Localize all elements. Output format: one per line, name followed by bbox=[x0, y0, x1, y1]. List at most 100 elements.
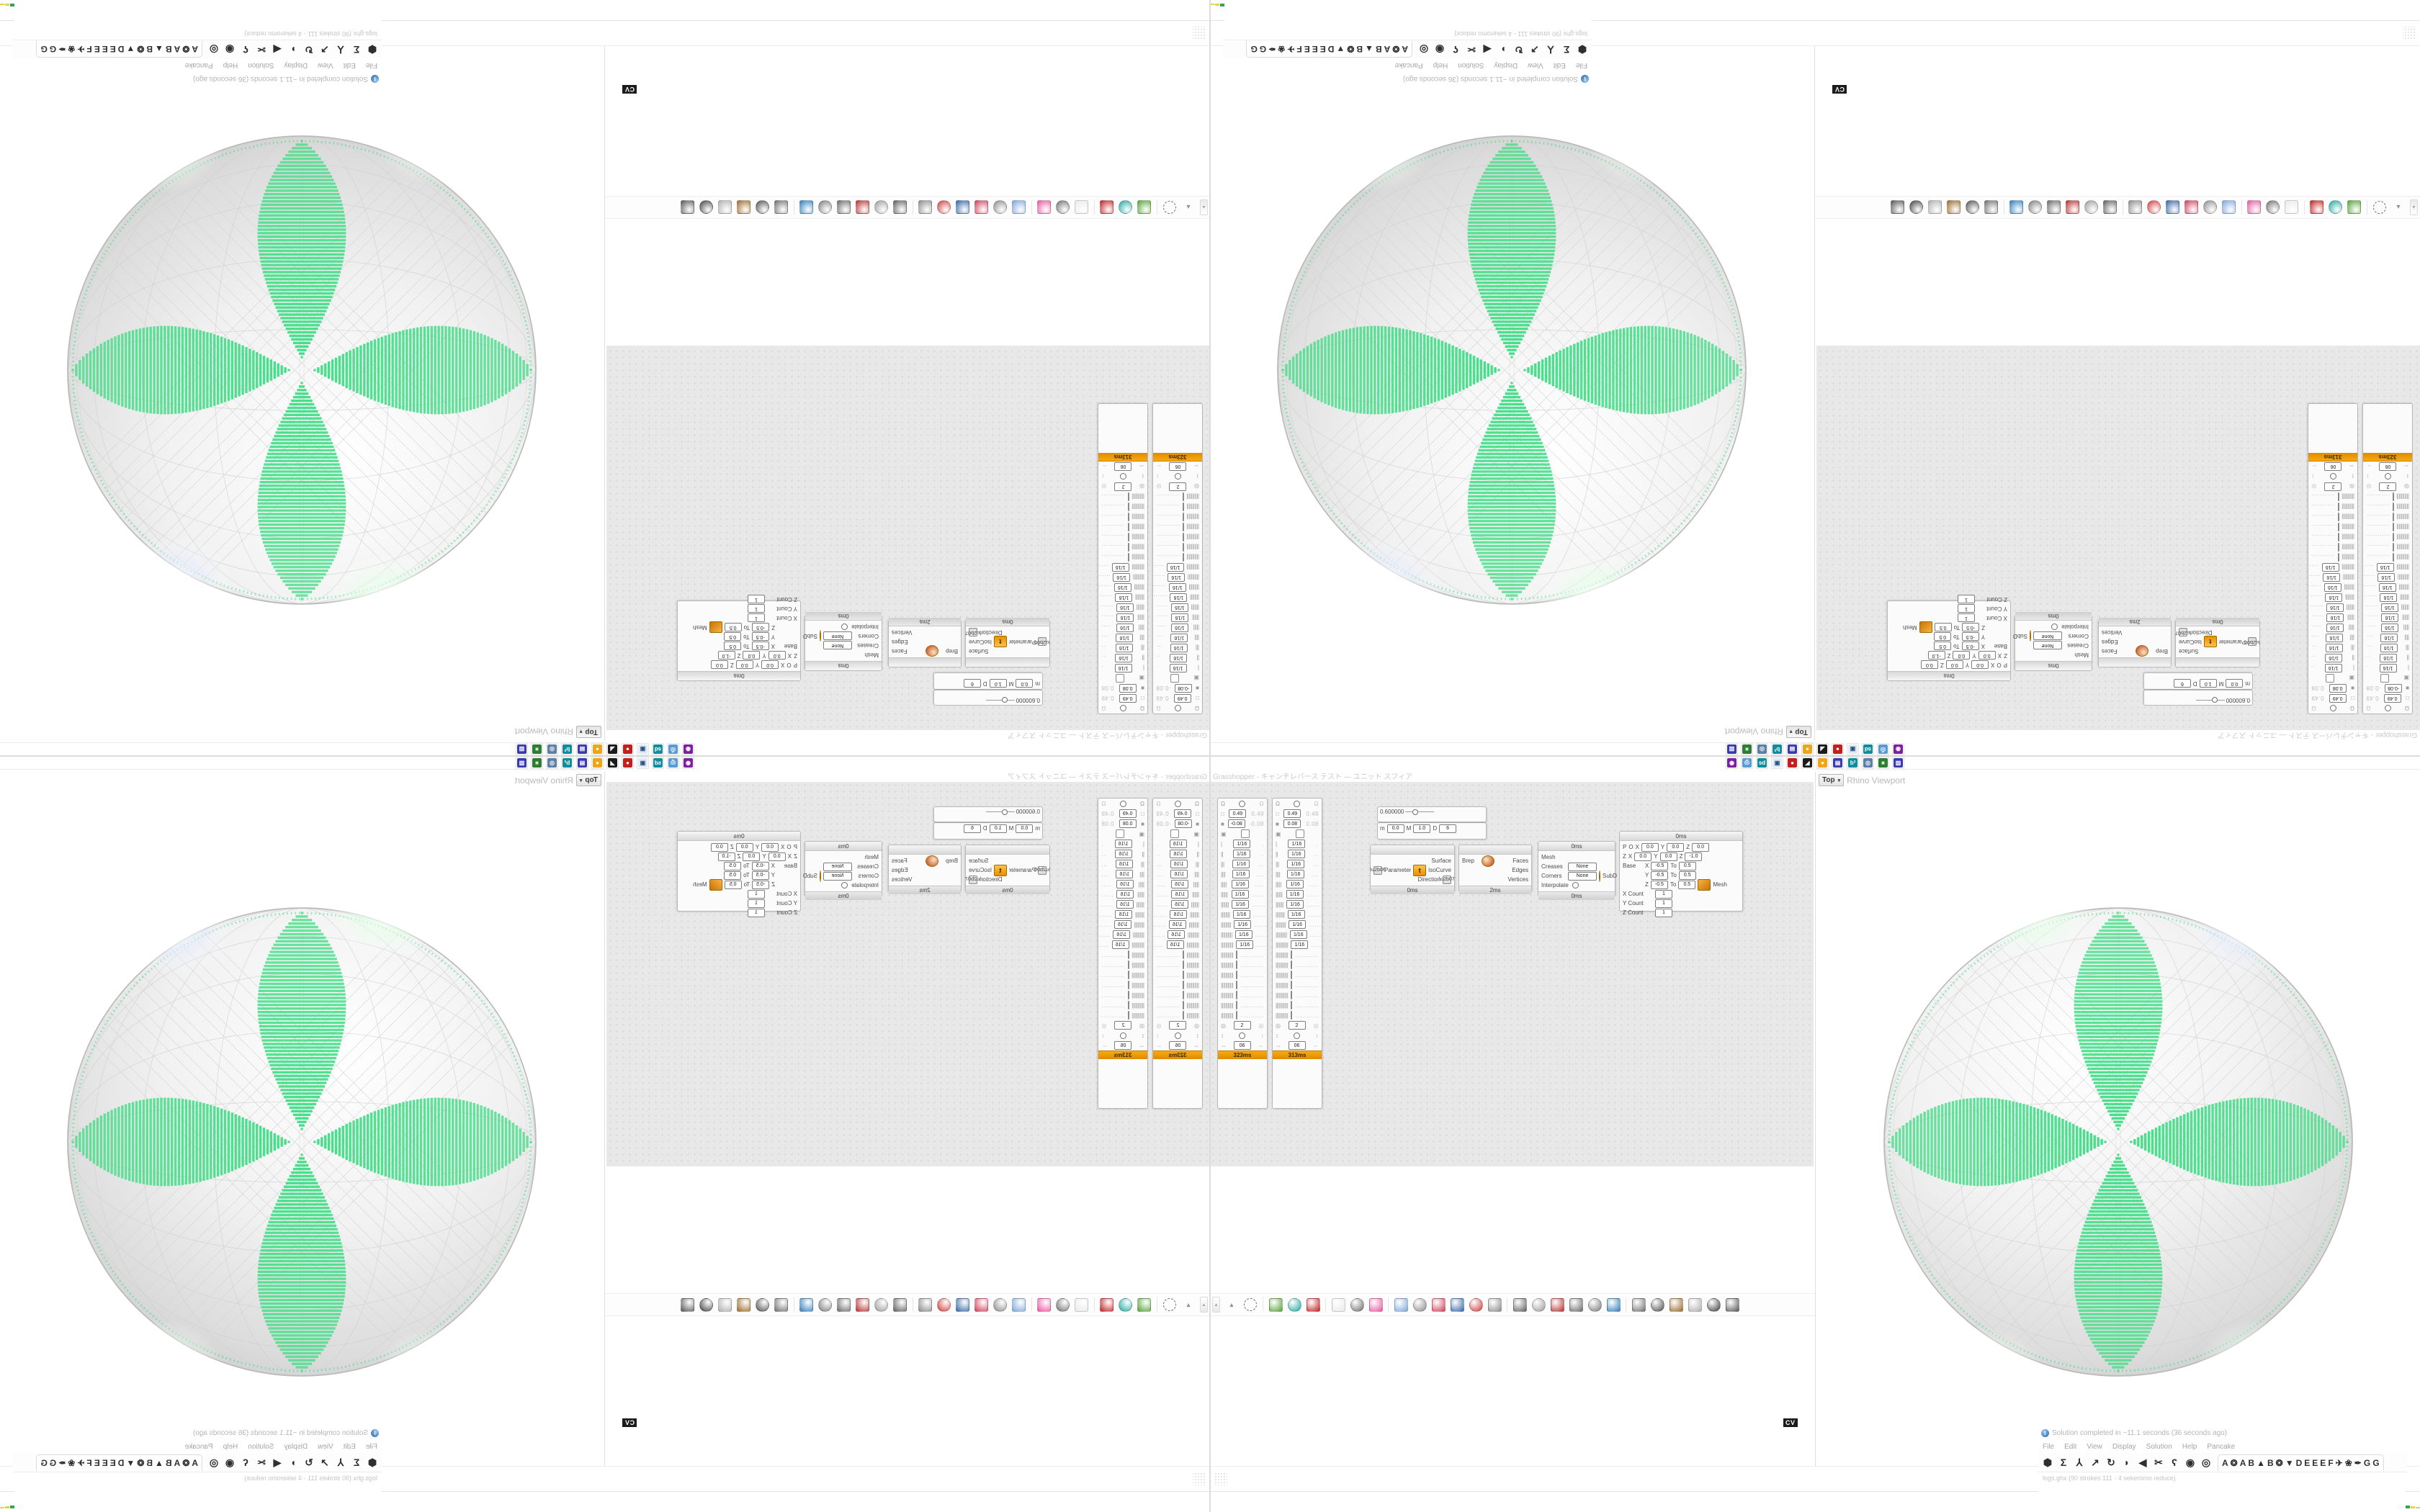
curve-spiral-icon[interactable]: ↻ bbox=[2107, 1456, 2115, 1468]
toolbar-drag-handle[interactable]: ▴ bbox=[1200, 199, 1208, 215]
panel-row-widget[interactable] bbox=[1120, 473, 1126, 480]
component-tab-icon-0[interactable]: A bbox=[2222, 1457, 2228, 1468]
slider-track[interactable] bbox=[985, 809, 1015, 815]
rhino-icon[interactable]: ◢ bbox=[1801, 756, 1814, 769]
display-eye-icon[interactable]: ◉ bbox=[225, 44, 235, 56]
component-tab-icon-4[interactable]: ▲ bbox=[2257, 1457, 2265, 1468]
gh-node-box-grid[interactable]: 0ms P O X 0.0 Y 0.0 Z 0.0 Z X 0.0 Y bbox=[1887, 595, 2011, 681]
panel-row-widget[interactable] bbox=[1127, 981, 1129, 989]
panel-row[interactable]: | 1/16. bbox=[2363, 663, 2412, 673]
panel-row-widget[interactable]: 1/16 bbox=[1170, 850, 1188, 858]
red-cube-icon[interactable] bbox=[854, 1296, 871, 1313]
panel-row[interactable]: |||||||| 1/16........ bbox=[1152, 593, 1202, 603]
panel-row[interactable]: |||||||||||............ bbox=[1153, 492, 1202, 502]
panel-row-widget[interactable]: -0.08 bbox=[1175, 819, 1193, 828]
field-x-count[interactable]: 1 bbox=[1958, 613, 1975, 623]
field-y-from[interactable]: -0.5 bbox=[751, 632, 769, 642]
panel-row-widget[interactable]: 1/16 bbox=[1170, 654, 1188, 662]
panel-row[interactable]: |||||||||||............ bbox=[1098, 950, 1147, 960]
panel-row[interactable]: | 1/16. bbox=[1218, 839, 1267, 849]
panel-row-widget[interactable] bbox=[1291, 991, 1293, 999]
panel-row[interactable]: |||||||||||............ bbox=[1273, 990, 1322, 1000]
panel-row-widget[interactable]: 1/16 bbox=[1116, 870, 1134, 878]
cha-arrows-icon[interactable] bbox=[2164, 199, 2182, 216]
field-origin-y[interactable]: 0.0 bbox=[735, 660, 753, 670]
teal-blob-icon[interactable] bbox=[2308, 199, 2326, 216]
panel-row-widget[interactable]: 1/16 bbox=[1113, 930, 1131, 939]
drag-grip-icon[interactable] bbox=[1193, 1472, 1206, 1485]
surface-patch-icon[interactable]: ◗ bbox=[1500, 44, 1507, 55]
panel-row-widget[interactable]: 1/16 bbox=[1234, 930, 1252, 939]
component-tab-icon-6[interactable]: ❂ bbox=[2275, 1457, 2283, 1468]
persons-icon[interactable] bbox=[1630, 1296, 1647, 1313]
menu-item-pancake[interactable]: Pancake bbox=[1394, 61, 1423, 70]
panel-row[interactable]: |||||| 1/16...... bbox=[2308, 613, 2357, 623]
chrome-icon[interactable]: ● bbox=[1801, 743, 1814, 756]
slider-decimals[interactable]: 6 bbox=[2173, 679, 2191, 688]
panel-row-widget[interactable]: 1/16 bbox=[1171, 613, 1189, 622]
field-x-to[interactable]: 0.5 bbox=[724, 861, 742, 870]
component-tab-icon-7[interactable]: ▼ bbox=[126, 44, 135, 55]
field-origin-x[interactable]: 0.0 bbox=[1641, 842, 1659, 852]
magnify-icon[interactable] bbox=[835, 1296, 853, 1313]
panel-row[interactable]: |||||||||||............ bbox=[1153, 532, 1202, 542]
panel-row[interactable]: |||||||||||............ bbox=[1218, 990, 1267, 1000]
gh-panel-series-left[interactable]: Ω Ω □ 0.49 0.49 ■ -0.08 -0.08 ▣ | 1/16. || 1/16.. |||… bbox=[2362, 403, 2413, 714]
panel-row-widget[interactable] bbox=[1175, 800, 1181, 807]
persons-icon[interactable] bbox=[1983, 199, 2000, 216]
panel-row-widget[interactable]: 1/16 bbox=[2326, 613, 2344, 622]
panel-row-widget[interactable]: 1/16 bbox=[1234, 920, 1252, 929]
curve-spiral-icon[interactable]: ↻ bbox=[305, 1456, 313, 1468]
panel-row[interactable]: |||||| 1/16...... bbox=[1218, 889, 1267, 899]
grasshopper-menubar[interactable]: File Edit View Display Solution Help Pancake bbox=[10, 1440, 382, 1453]
panel-row[interactable]: |||||||||||............ bbox=[1273, 980, 1322, 990]
teal-blob-icon[interactable] bbox=[1304, 1296, 1322, 1313]
menu-item-file[interactable]: File bbox=[365, 61, 377, 70]
menu-item-pancake[interactable]: Pancake bbox=[184, 1442, 213, 1451]
field-z-count[interactable]: 1 bbox=[1958, 595, 1975, 604]
frame-icon[interactable] bbox=[817, 1296, 834, 1313]
panel-row[interactable]: □ 0.49 0.49 bbox=[2363, 693, 2412, 703]
panel-row-widget[interactable]: 1/16 bbox=[1115, 860, 1133, 868]
panel-row[interactable]: ↕ ↕ bbox=[2363, 472, 2412, 482]
grasshopper-window[interactable]: i Solution completed in ~11.1 seconds (36… bbox=[1220, 0, 1592, 86]
component-tab-icon-15[interactable]: ✒ bbox=[2354, 1457, 2362, 1468]
panel-row[interactable]: |||||||||||............ bbox=[1218, 970, 1267, 980]
panel-row-widget[interactable]: 1/16 bbox=[1168, 573, 1186, 582]
component-tab-icon-2[interactable]: A bbox=[1384, 44, 1391, 55]
panel-row[interactable]: |||||||||||............ bbox=[1098, 960, 1147, 970]
printer-icon[interactable]: ⎙ bbox=[667, 756, 679, 769]
sphere-preview-canvas[interactable] bbox=[1816, 772, 2420, 1512]
field-x-count[interactable]: 1 bbox=[1655, 889, 1672, 899]
panel-row-widget[interactable] bbox=[1116, 829, 1125, 838]
windows-taskbar[interactable]: ◉ ⎙ sd ▣ ● ◢ ● ▤ b² ◎ ■ ▥ bbox=[0, 756, 1210, 770]
panel-row-widget[interactable] bbox=[1182, 960, 1184, 969]
panel-row[interactable]: |||||||||||1/16........... bbox=[2308, 562, 2357, 572]
component-tab-icon-3[interactable]: B bbox=[165, 44, 172, 55]
menu-item-file[interactable]: File bbox=[1575, 61, 1587, 70]
panel-icon[interactable] bbox=[717, 1296, 734, 1313]
panel-row-widget[interactable]: 1/16 bbox=[2380, 644, 2398, 652]
panel-row-widget[interactable]: 06 bbox=[1233, 1041, 1251, 1050]
panel-row[interactable]: |||||||||||1/16........... bbox=[1098, 562, 1147, 572]
down-arrow-icon[interactable]: \u2b07 bbox=[2175, 628, 2191, 637]
zbrush-icon[interactable]: ● bbox=[622, 756, 634, 769]
panel-row[interactable]: |||||||||1/16......... bbox=[2362, 582, 2412, 593]
slider-knob[interactable] bbox=[1001, 809, 1008, 815]
panel-row[interactable]: || 1/16.. bbox=[1153, 849, 1202, 859]
dark-cap-icon[interactable] bbox=[1036, 199, 1053, 216]
menu-item-edit[interactable]: Edit bbox=[2064, 1442, 2077, 1451]
gh-node-slider-value[interactable]: 0.600000 bbox=[933, 806, 1043, 822]
panel-row[interactable]: |||||||||1/16......... bbox=[2308, 582, 2357, 593]
vector-arrow-icon[interactable]: ↗ bbox=[2091, 1456, 2099, 1468]
eye-icon[interactable] bbox=[1705, 1296, 1722, 1313]
grey-diamond-icon[interactable] bbox=[873, 199, 890, 216]
taskbar-apps[interactable]: ◉ ⎙ sd ▣ ● ◢ ● ▤ b² ◎ ■ ▥ bbox=[516, 756, 694, 769]
maths-sigma-icon[interactable]: Σ bbox=[2060, 1457, 2067, 1468]
gh-node-deconstruct-brep[interactable]: Brep Faces Edges Vertices 2ms bbox=[888, 618, 962, 667]
panel-row[interactable]: ■ -0.08 -0.08 bbox=[1153, 819, 1202, 829]
panel-row-widget[interactable]: -0.08 bbox=[2385, 684, 2403, 693]
panel-row-widget[interactable]: 0.49 bbox=[2329, 694, 2347, 703]
panel-row-widget[interactable]: 0.49 bbox=[1173, 694, 1191, 703]
display-settings-icon[interactable]: ▣ bbox=[1847, 743, 1859, 756]
